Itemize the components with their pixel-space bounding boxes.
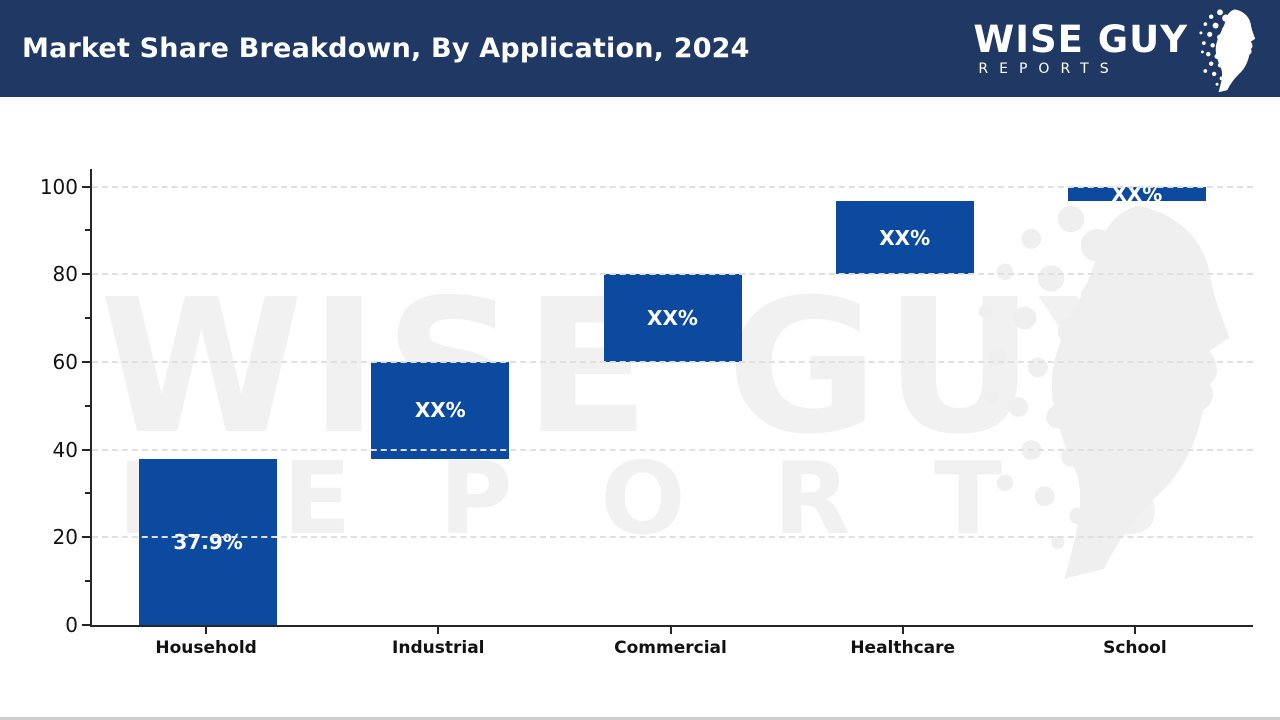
- plot-area: 37.9% XX% XX% XX% XX%: [90, 169, 1253, 627]
- watermark-subtitle: REPORTS: [117, 440, 1251, 557]
- gridline-100: [92, 185, 1253, 188]
- y-axis-tick: [82, 624, 90, 626]
- y-axis-minor-tick: [85, 317, 90, 320]
- brand-logo: WISE GUY REPORTS: [973, 5, 1266, 93]
- y-axis-label-20: 20: [52, 525, 78, 550]
- x-axis-label-industrial: Industrial: [392, 638, 485, 658]
- gridline-60: [92, 360, 1253, 363]
- bar-household: 37.9%: [139, 458, 278, 625]
- bar-school: XX%: [1067, 182, 1206, 206]
- bar-value-label: XX%: [879, 225, 931, 250]
- x-axis-label-school: School: [1103, 638, 1167, 658]
- bar-value-label: XX%: [414, 398, 466, 423]
- y-axis-label-0: 0: [65, 613, 78, 637]
- x-axis-label-healthcare: Healthcare: [850, 638, 956, 658]
- x-axis-label-commercial: Commercial: [614, 638, 727, 658]
- x-axis-tick: [437, 627, 440, 634]
- x-axis-tick: [901, 627, 904, 634]
- y-axis-minor-tick: [85, 580, 90, 583]
- app-header: Market Share Breakdown, By Application, …: [0, 0, 1280, 97]
- gridline-20: [92, 536, 1253, 539]
- chart-area: WISE GUY REPORTS 37.9% XX% XX% XX% XX% 0 20 40…: [0, 97, 1280, 717]
- brand-subtitle: REPORTS: [978, 61, 1120, 77]
- y-axis-label-60: 60: [52, 349, 78, 374]
- x-axis-tick: [205, 627, 208, 634]
- x-axis-label-household: Household: [155, 638, 257, 658]
- bar-industrial: XX%: [371, 361, 510, 459]
- brand-wordmark: WISE GUY: [973, 18, 1188, 61]
- bar-value-label: 37.9%: [173, 529, 243, 554]
- y-axis-tick: [82, 360, 90, 363]
- y-axis-minor-tick: [85, 404, 90, 407]
- y-axis-label-100: 100: [39, 174, 78, 199]
- gridline-80: [92, 273, 1253, 276]
- x-axis-tick: [1133, 627, 1136, 634]
- y-axis-tick: [82, 448, 90, 451]
- y-axis-label-40: 40: [52, 437, 78, 462]
- page-title: Market Share Breakdown, By Application, …: [22, 33, 750, 64]
- y-axis-minor-tick: [85, 229, 90, 232]
- y-axis-tick: [82, 273, 90, 276]
- bar-commercial: XX%: [603, 274, 742, 362]
- y-axis-minor-tick: [85, 492, 90, 495]
- gridline-40: [92, 448, 1253, 451]
- y-axis-tick: [82, 536, 90, 539]
- x-axis-tick: [669, 627, 672, 634]
- bar-value-label: XX%: [647, 306, 698, 331]
- brand-wordmark-block: WISE GUY REPORTS: [973, 21, 1188, 76]
- bar-healthcare: XX%: [835, 201, 974, 275]
- y-axis-tick: [82, 185, 90, 188]
- y-axis-label-80: 80: [52, 262, 78, 287]
